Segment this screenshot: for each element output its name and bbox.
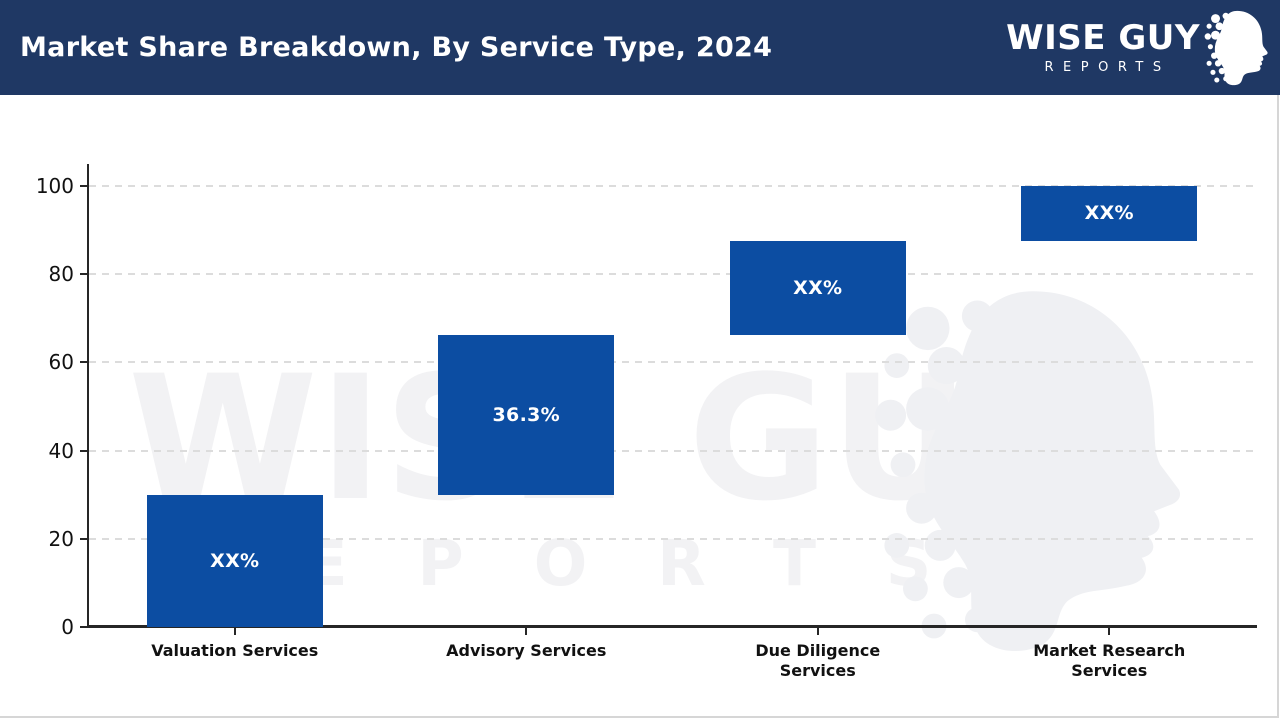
wiseguy-face-icon: [1204, 10, 1268, 86]
y-tick-label: 80: [48, 262, 74, 287]
y-gridline: [89, 361, 1255, 364]
bar-value-label: XX%: [1084, 202, 1134, 225]
bar-segment: XX%: [729, 240, 906, 335]
category-label-line: Advisory Services: [446, 641, 607, 660]
category-label: Advisory Services: [376, 641, 676, 661]
y-gridline: [89, 273, 1255, 276]
x-tick-mark: [525, 628, 528, 635]
y-tick-label: 0: [61, 615, 74, 639]
y-tick-label: 40: [48, 438, 74, 463]
y-tick-label: 60: [48, 350, 74, 375]
brand-sub: REPORTS: [1044, 60, 1171, 75]
plot-region: 0 20 40 60 80 100 XX% Valuation Services 36.3% Ad…: [0, 95, 1277, 716]
brand-text: WISE GUY REPORTS: [1006, 21, 1200, 75]
category-label-line: Services: [779, 661, 856, 680]
y-tick-label: 20: [48, 526, 74, 551]
y-axis-line: [87, 164, 89, 628]
y-tick-mark: [80, 185, 87, 187]
category-label-line: Valuation Services: [151, 641, 319, 660]
page-title: Market Share Breakdown, By Service Type,…: [20, 32, 773, 63]
category-label: Valuation Services: [85, 641, 385, 661]
category-label-line: Services: [1071, 661, 1148, 680]
category-label: Due Diligence Services: [668, 641, 968, 681]
y-tick-mark: [80, 273, 87, 276]
bar-segment: 36.3%: [438, 334, 615, 495]
brand-name: WISE GUY: [1006, 18, 1200, 58]
y-tick-mark: [80, 537, 87, 540]
category-label: Market Research Services: [959, 641, 1259, 681]
y-tick-mark: [80, 626, 87, 628]
x-tick-mark: [1108, 628, 1111, 635]
y-gridline: [89, 449, 1255, 452]
category-label-line: Market Research: [1033, 641, 1186, 660]
y-tick-mark: [80, 449, 87, 452]
y-gridline: [89, 185, 1255, 187]
brand-logo: WISE GUY REPORTS: [1006, 6, 1268, 90]
bar-value-label: 36.3%: [492, 403, 560, 426]
x-tick-mark: [233, 628, 236, 635]
watermark-face-graphic: [875, 291, 1181, 652]
bar-value-label: XX%: [793, 276, 843, 299]
category-label-line: Due Diligence: [755, 641, 881, 660]
y-gridline: [89, 537, 1255, 540]
chart-area: WISE GUY REPORTS 0 20 40 60 80 100 XX% Valuatio…: [0, 95, 1279, 718]
x-axis-line: [87, 625, 1257, 628]
bar-segment: XX%: [1021, 186, 1198, 241]
y-tick-label: 100: [35, 174, 74, 198]
y-tick-mark: [80, 361, 87, 364]
header-bar: Market Share Breakdown, By Service Type,…: [0, 0, 1280, 95]
bar-segment: XX%: [146, 494, 323, 627]
x-tick-mark: [816, 628, 819, 635]
bar-value-label: XX%: [210, 549, 260, 572]
